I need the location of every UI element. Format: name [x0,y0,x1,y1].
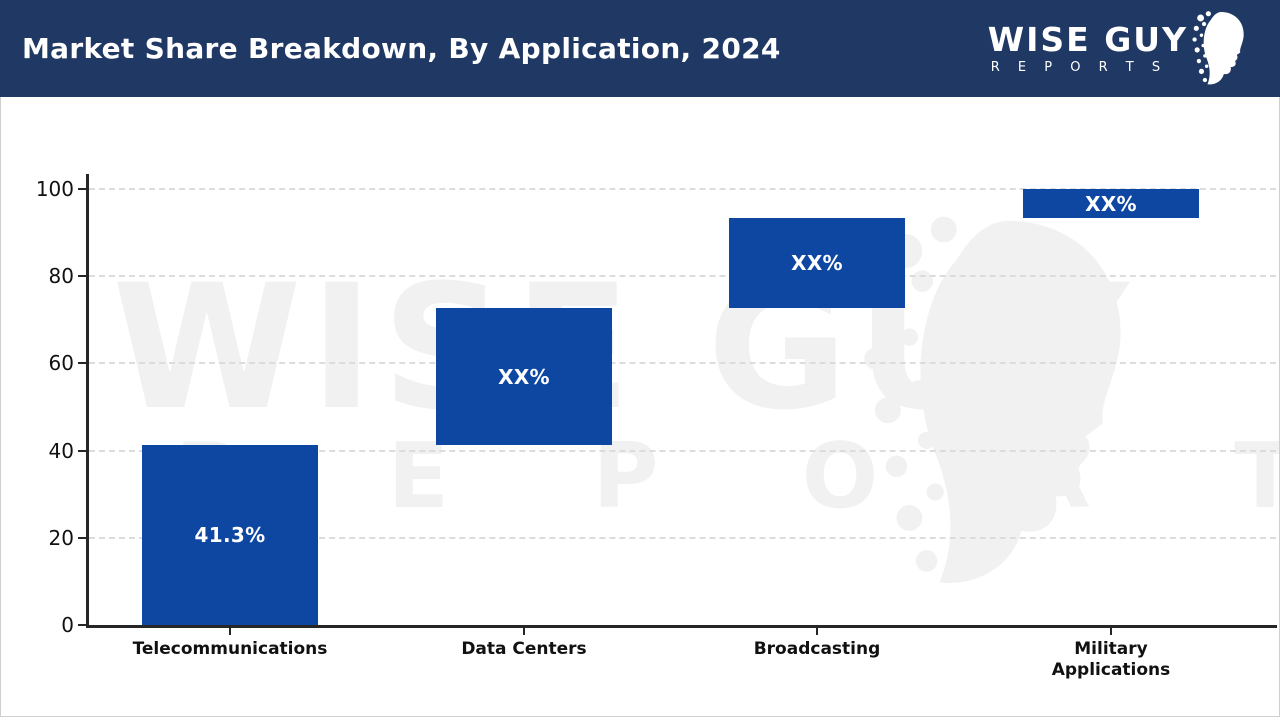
y-tick-label-100: 100 [35,177,74,201]
x-tick-mark-3 [816,628,818,635]
bar-label-telecommunications: 41.3% [194,522,266,547]
logo-face-icon [1192,10,1244,84]
gridline-20 [89,536,1276,539]
y-tick-mark-60 [78,362,87,365]
x-tick-mark-1 [229,628,231,635]
header-bar: Market Share Breakdown, By Application, … [0,0,1280,97]
gridline-60 [89,362,1276,365]
bar-label-data-centers: XX% [498,364,550,389]
logo-wordmark-main: WISE GUY [987,19,1188,59]
y-tick-mark-0 [78,624,87,626]
x-tick-mark-2 [523,628,525,635]
y-tick-mark-20 [78,536,87,539]
y-tick-label-60: 60 [48,351,74,376]
bar-label-broadcasting: XX% [791,251,843,276]
bar-data-centers: XX% [436,308,612,445]
x-axis-label-2: Data Centers [461,639,587,659]
bar-label-military-applications: XX% [1085,191,1137,216]
y-tick-mark-80 [78,275,87,278]
watermark-subtitle: R E P O R T S [175,424,1280,529]
y-tick-label-0: 0 [61,613,74,637]
gridline-40 [89,449,1276,452]
y-tick-label-80: 80 [48,264,74,289]
x-tick-mark-4 [1110,628,1112,635]
gridline-80 [89,275,1276,278]
y-tick-label-20: 20 [48,525,74,550]
bar-military-applications: XX% [1023,189,1199,219]
y-tick-label-40: 40 [48,438,74,463]
logo-wordmark-sub: R E P O R T S [990,59,1168,75]
x-axis-line [86,625,1277,628]
x-axis-label-1: Telecommunications [132,639,328,659]
wise-guy-logo: WISE GUY R E P O R T S [988,9,1254,89]
gridline-100 [89,188,1276,190]
chart-title: Market Share Breakdown, By Application, … [22,32,781,65]
bar-broadcasting: XX% [729,218,905,309]
y-tick-mark-40 [78,449,87,452]
bar-telecommunications: 41.3% [142,444,318,625]
x-axis-label-3: Broadcasting [753,639,881,659]
y-axis-line [86,174,89,627]
x-axis-label-4: Military Applications [1051,639,1171,681]
y-tick-mark-100 [78,188,87,190]
logo-wordmark: WISE GUY R E P O R T S [988,23,1188,75]
watermark-face-icon [864,216,1121,584]
